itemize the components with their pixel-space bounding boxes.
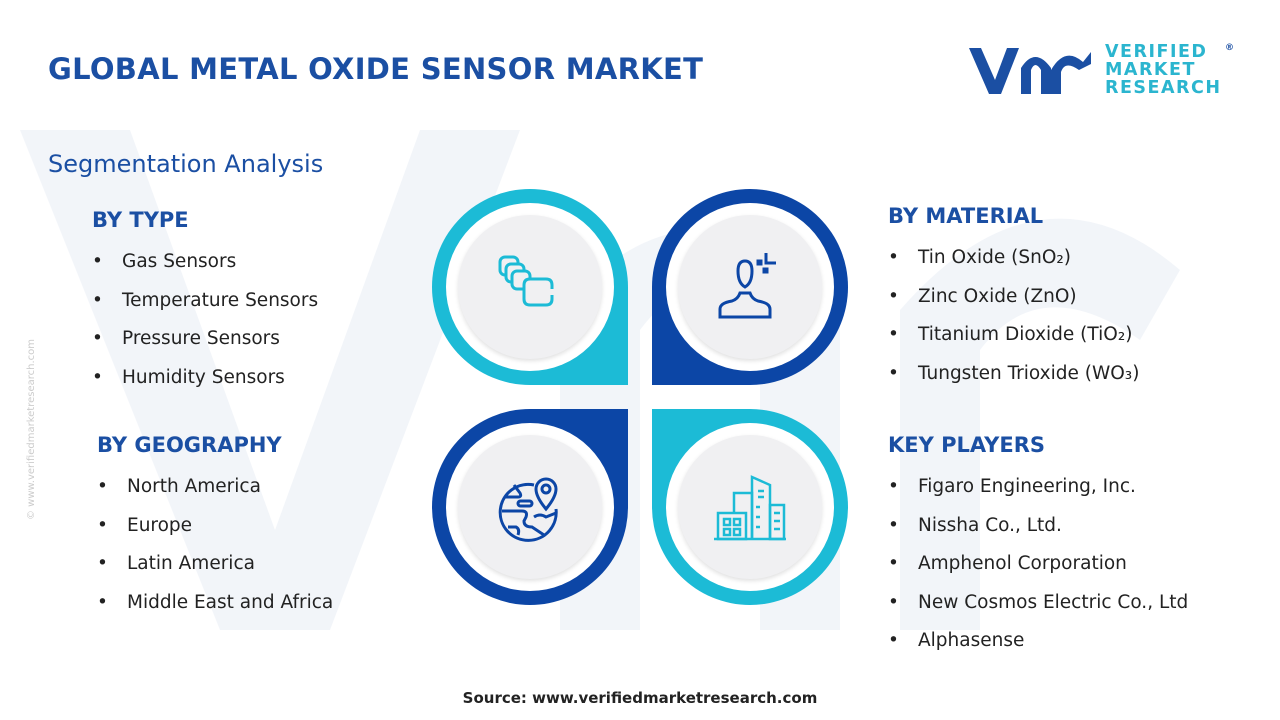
vmr-logo-icon [969,48,1091,94]
list-item: Europe [97,515,333,554]
section-subtitle: Segmentation Analysis [48,150,324,178]
list-item: Middle East and Africa [97,592,333,631]
key-players-segment-badge [652,409,848,605]
source-note: Source: www.verifiedmarketresearch.com [462,689,818,707]
by-material-list: Tin Oxide (SnO₂) Zinc Oxide (ZnO) Titani… [888,247,1139,401]
list-item: Temperature Sensors [92,290,318,329]
list-item: Zinc Oxide (ZnO) [888,286,1139,325]
list-item: Tungsten Trioxide (WO₃) [888,363,1139,402]
registered-mark: ® [1225,43,1236,53]
logo-line-3: RESEARCH [1105,78,1222,98]
person-icon [718,253,776,319]
list-item: North America [97,476,333,515]
by-geography-list: North America Europe Latin America Middl… [97,476,333,630]
logo-line-2: MARKET [1105,60,1196,80]
list-item: Figaro Engineering, Inc. [888,476,1188,515]
geography-segment-badge [432,409,628,605]
material-segment-badge [652,189,848,385]
logo-line-1: VERIFIED [1105,42,1208,62]
globe-pin-icon [498,477,558,542]
list-item: Amphenol Corporation [888,553,1188,592]
by-geography-heading: BY GEOGRAPHY [97,433,282,457]
buildings-icon [714,475,786,541]
list-item: Titanium Dioxide (TiO₂) [888,324,1139,363]
list-item: Gas Sensors [92,251,318,290]
list-item: Tin Oxide (SnO₂) [888,247,1139,286]
vmr-logo: VERIFIED MARKET RESEARCH ® [965,40,1234,100]
list-item: Alphasense [888,630,1188,669]
list-item: Pressure Sensors [92,328,318,367]
page-title: GLOBAL METAL OXIDE SENSOR MARKET [48,52,704,86]
list-item: Nissha Co., Ltd. [888,515,1188,554]
list-item: Humidity Sensors [92,367,318,406]
by-type-list: Gas Sensors Temperature Sensors Pressure… [92,251,318,405]
list-item: Latin America [97,553,333,592]
type-segment-badge [432,189,628,385]
by-material-heading: BY MATERIAL [888,204,1044,228]
stacked-cards-icon [498,255,554,307]
by-type-heading: BY TYPE [92,208,189,232]
list-item: New Cosmos Electric Co., Ltd [888,592,1188,631]
side-watermark-text: © www.verifiedmarketresearch.com [26,338,37,520]
key-players-list: Figaro Engineering, Inc. Nissha Co., Ltd… [888,476,1188,669]
key-players-heading: KEY PLAYERS [888,433,1045,457]
